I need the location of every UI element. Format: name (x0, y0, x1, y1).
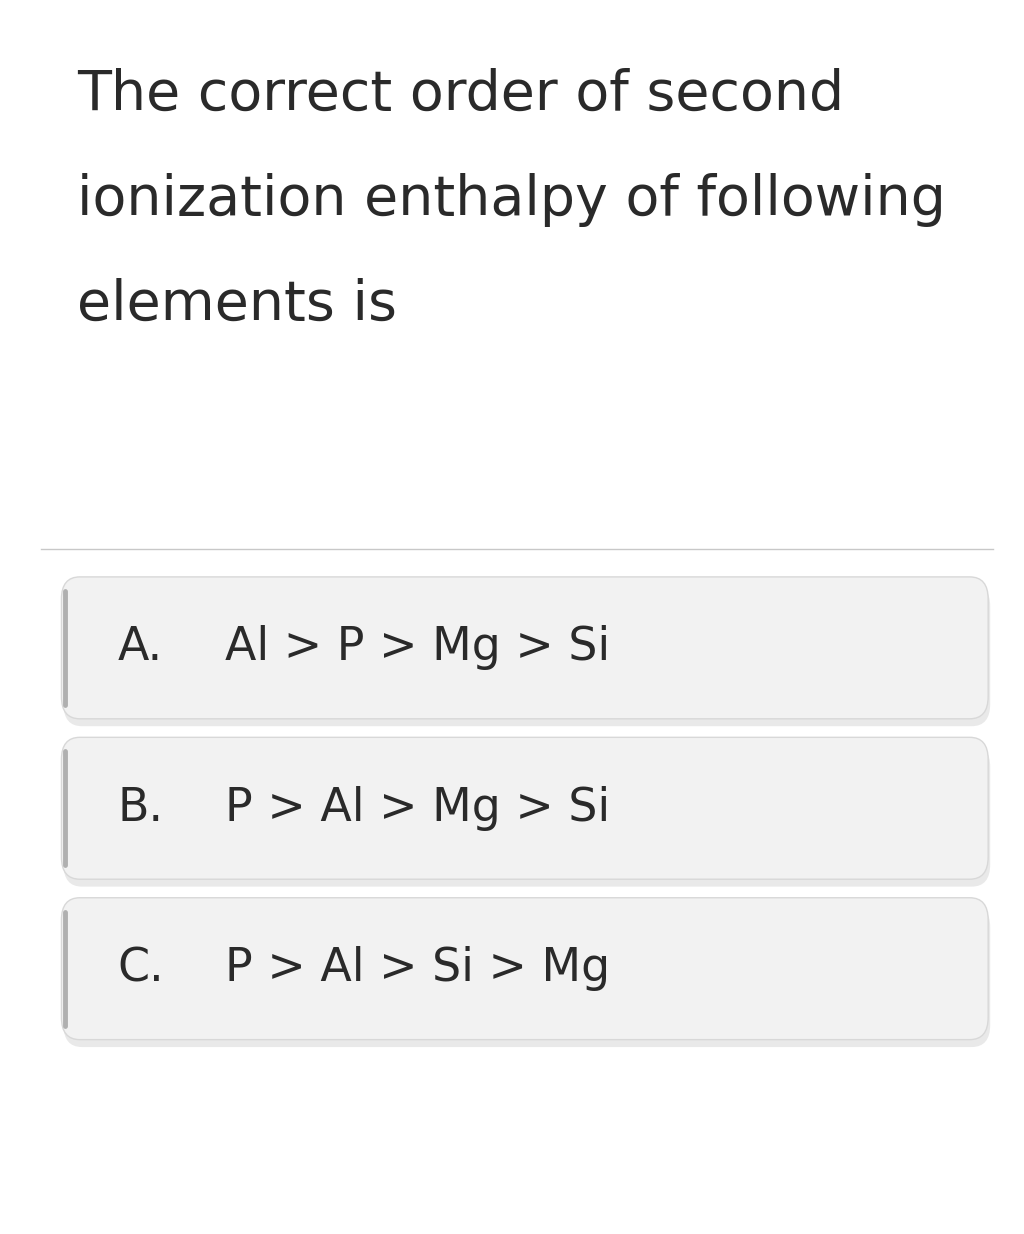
FancyBboxPatch shape (61, 738, 988, 879)
Text: B.: B. (118, 786, 164, 830)
FancyBboxPatch shape (63, 745, 990, 886)
Text: elements is: elements is (77, 278, 397, 332)
Text: The correct order of second: The correct order of second (77, 68, 844, 122)
FancyBboxPatch shape (61, 578, 988, 718)
FancyBboxPatch shape (63, 585, 990, 726)
Text: C.: C. (118, 946, 165, 991)
Text: Al > P > Mg > Si: Al > P > Mg > Si (225, 626, 610, 670)
FancyBboxPatch shape (63, 906, 990, 1046)
FancyBboxPatch shape (61, 898, 988, 1039)
Text: P > Al > Si > Mg: P > Al > Si > Mg (225, 946, 610, 991)
Text: P > Al > Mg > Si: P > Al > Mg > Si (225, 786, 610, 830)
Text: ionization enthalpy of following: ionization enthalpy of following (77, 173, 946, 227)
Text: A.: A. (118, 626, 163, 670)
